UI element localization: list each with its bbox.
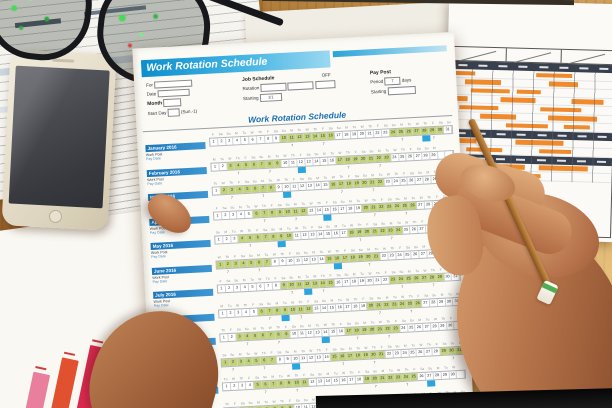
job-schedule-heading: Job Schedule — [241, 75, 275, 83]
chart-bar — [20, 366, 51, 408]
phone-home-button — [48, 209, 63, 224]
start-day-label: Start Day — [147, 110, 167, 117]
chart-bar-label-mark — [63, 351, 76, 356]
gantt-bar — [538, 165, 588, 171]
month-field — [163, 98, 182, 108]
chart-bar-label-mark — [35, 366, 47, 371]
gantt-bar — [466, 146, 503, 153]
gantt-bar — [536, 72, 573, 79]
gantt-body — [449, 68, 612, 183]
rotation-field — [260, 82, 287, 93]
gantt-bar — [485, 163, 525, 170]
phone-screen — [8, 65, 110, 209]
start-day-note: (Sun.-1) — [180, 108, 198, 115]
month-label: Month — [147, 100, 163, 108]
eyeglasses-temple — [201, 0, 285, 27]
gantt-bar — [540, 106, 581, 113]
period-field: 7 — [384, 76, 401, 86]
gantt-bar — [539, 148, 572, 155]
pay-post-heading: Pay Post — [369, 69, 392, 77]
gantt-chart-paper — [442, 0, 612, 243]
gantt-bar — [548, 115, 597, 122]
gantt-bar — [459, 104, 499, 111]
period-label: Period — [370, 78, 384, 85]
date-label: Date — [146, 91, 157, 97]
gantt-bar — [564, 124, 591, 130]
for-field — [154, 79, 193, 89]
gantt-bar — [480, 113, 516, 120]
gantt-bar — [515, 139, 564, 146]
gantt-bar — [516, 89, 541, 95]
for-label: For — [146, 82, 154, 88]
gantt-bar — [571, 99, 604, 105]
gantt-bar — [549, 81, 579, 87]
gantt-bar — [504, 172, 541, 179]
gantt-bar — [505, 122, 549, 129]
days-label: days — [401, 77, 412, 83]
gantt-chart — [447, 45, 612, 239]
off-field — [314, 80, 336, 90]
pay-starting-label: Starting — [370, 88, 387, 95]
off-label: OFF — [321, 72, 331, 78]
pay-post-section: Pay Post Period 7 days Starting — [370, 66, 461, 99]
start-day-field — [167, 108, 180, 117]
chart-bar — [44, 351, 79, 408]
gantt-bar — [471, 87, 511, 94]
banner-strip — [332, 45, 447, 58]
job-schedule-section: Job Schedule OFF Rotation Starting 1/1 — [242, 71, 361, 105]
form-left-column: For Date Month Start Day (Sun.-1) — [146, 77, 236, 120]
gantt-bar — [500, 97, 536, 103]
rotation-field-2 — [287, 81, 314, 91]
chart-bar-label-mark — [92, 339, 104, 344]
gantt-bar — [464, 79, 501, 85]
job-starting-field: 1/1 — [259, 92, 282, 103]
job-starting-label: Starting — [242, 95, 259, 102]
rotation-label: Rotation — [242, 85, 260, 92]
pay-starting-field — [387, 85, 416, 96]
date-field — [157, 88, 190, 98]
